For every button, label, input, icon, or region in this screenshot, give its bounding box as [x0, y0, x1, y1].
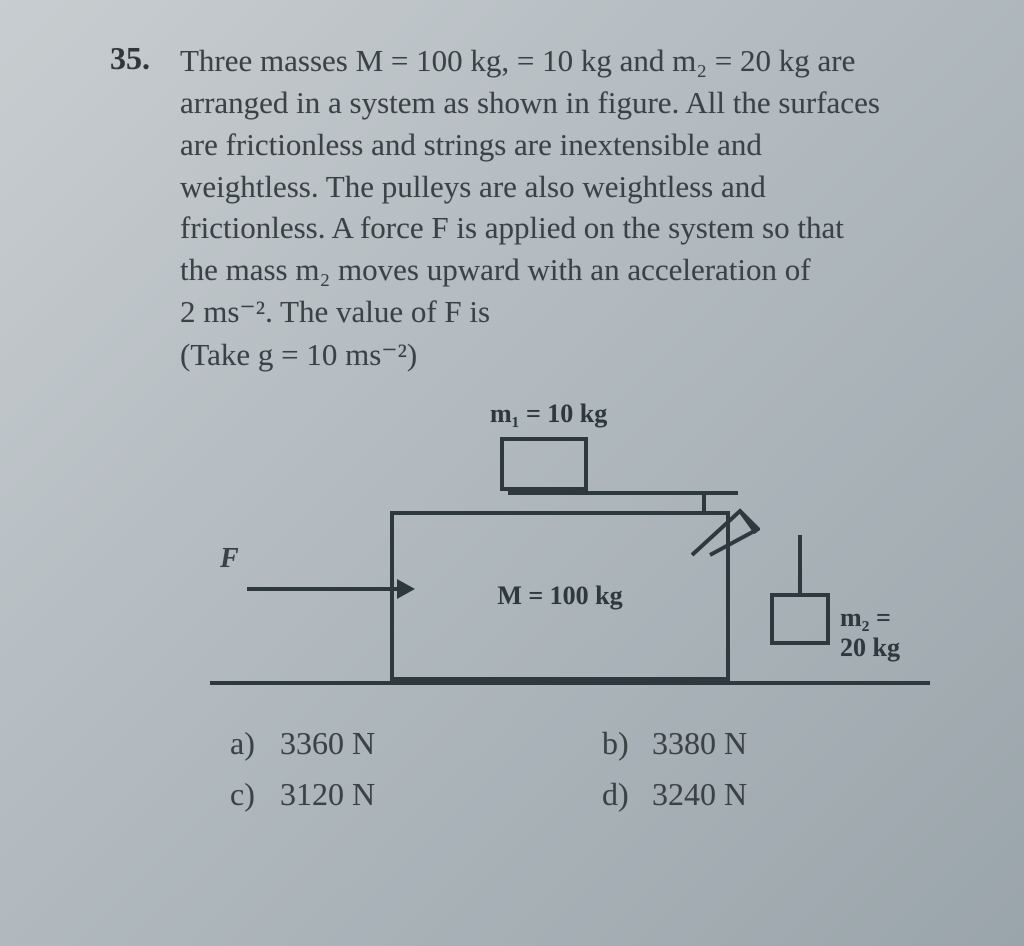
take-g-note: (Take g = 10 ms⁻²) [180, 337, 954, 373]
option-c[interactable]: c) 3120 N [230, 776, 582, 813]
question-text: Three masses M = 100 kg, = 10 kg and m₂ … [180, 40, 954, 333]
option-text: 3360 N [280, 725, 375, 762]
option-key: c) [230, 776, 280, 813]
arrow-shaft-icon [247, 587, 397, 591]
question-block: 35. Three masses M = 100 kg, = 10 kg and… [110, 40, 954, 333]
option-text: 3380 N [652, 725, 747, 762]
option-text: 3120 N [280, 776, 375, 813]
physics-diagram: m₁ = 10 kg m₂ = 20 kg F M = 100 kg [250, 395, 910, 715]
option-key: d) [602, 776, 652, 813]
exam-page: 35. Three masses M = 100 kg, = 10 kg and… [0, 0, 1024, 946]
question-line: are frictionless and strings are inexten… [180, 124, 954, 166]
option-key: b) [602, 725, 652, 762]
big-block-label: M = 100 kg [497, 581, 622, 611]
option-b[interactable]: b) 3380 N [602, 725, 954, 762]
option-text: 3240 N [652, 776, 747, 813]
question-line: 2 ms⁻². The value of F is [180, 291, 954, 333]
m1-block [500, 437, 588, 491]
m2-label: m₂ = 20 kg [840, 603, 910, 663]
question-line: frictionless. A force F is applied on th… [180, 207, 954, 249]
m2-block [770, 593, 830, 645]
option-a[interactable]: a) 3360 N [230, 725, 582, 762]
question-line: the mass m₂ moves upward with an acceler… [180, 249, 954, 291]
question-line: arranged in a system as shown in figure.… [180, 82, 954, 124]
big-block: M = 100 kg [390, 511, 730, 681]
options-grid: a) 3360 N b) 3380 N c) 3120 N d) 3240 N [230, 725, 954, 813]
m1-label: m₁ = 10 kg [490, 399, 607, 429]
option-key: a) [230, 725, 280, 762]
question-line: weightless. The pulleys are also weightl… [180, 166, 954, 208]
option-d[interactable]: d) 3240 N [602, 776, 954, 813]
question-line: Three masses M = 100 kg, = 10 kg and m₂ … [180, 40, 954, 82]
ground-line [210, 681, 930, 685]
string-vertical [798, 535, 802, 595]
force-label: F [220, 543, 239, 575]
question-number: 35. [110, 40, 180, 77]
force-arrow: F [220, 573, 415, 605]
